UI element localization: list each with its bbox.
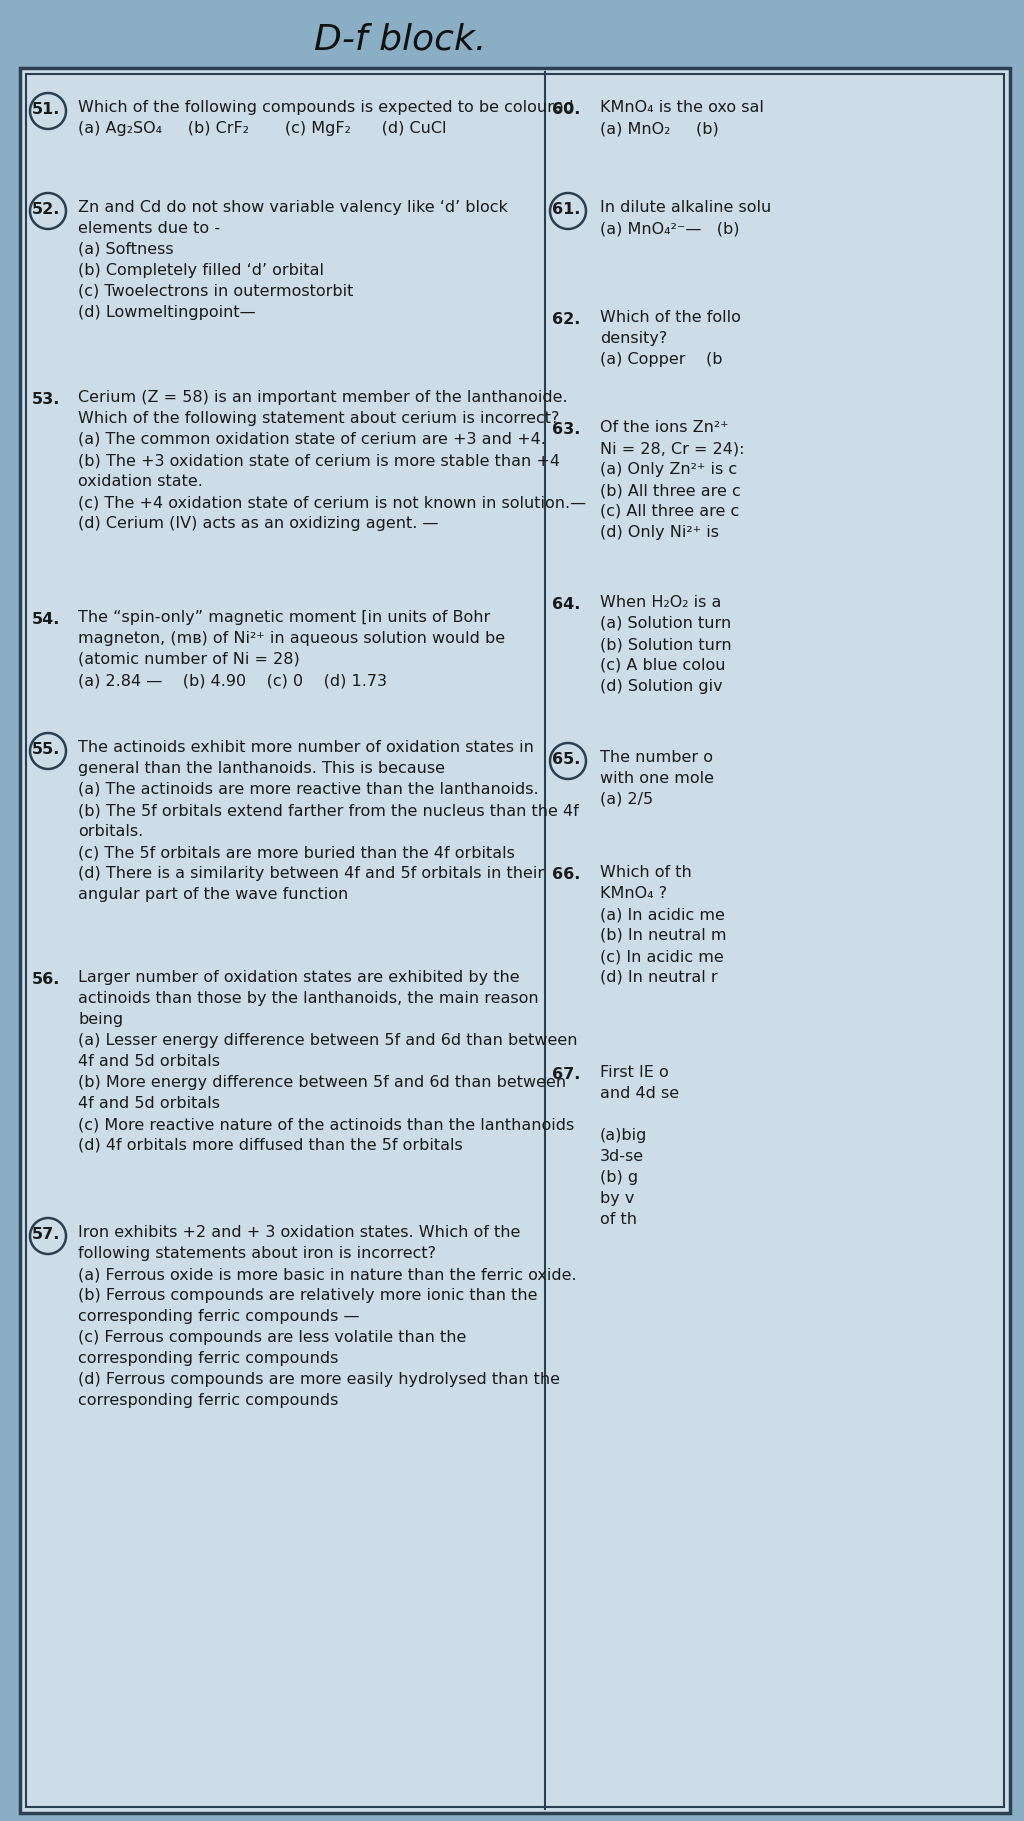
Text: (d) Solution giv: (d) Solution giv <box>600 679 723 694</box>
Text: KMnO₄ ?: KMnO₄ ? <box>600 887 667 901</box>
Text: First IE o: First IE o <box>600 1065 669 1080</box>
Text: by v: by v <box>600 1191 635 1206</box>
Text: Larger number of oxidation states are exhibited by the: Larger number of oxidation states are ex… <box>78 971 519 985</box>
Text: (b) Solution turn: (b) Solution turn <box>600 637 731 652</box>
Text: 3d-se: 3d-se <box>600 1149 644 1164</box>
Text: Zn and Cd do not show variable valency like ‘d’ block: Zn and Cd do not show variable valency l… <box>78 200 508 215</box>
Text: general than the lanthanoids. This is because: general than the lanthanoids. This is be… <box>78 761 445 776</box>
Text: Which of the following statement about cerium is incorrect?: Which of the following statement about c… <box>78 412 559 426</box>
Text: The number o: The number o <box>600 750 713 765</box>
Text: (a) In acidic me: (a) In acidic me <box>600 907 725 921</box>
Text: 65.: 65. <box>552 752 581 767</box>
Text: (a) MnO₄²⁻—   (b): (a) MnO₄²⁻— (b) <box>600 220 739 237</box>
Text: (b) Completely filled ‘d’ orbital: (b) Completely filled ‘d’ orbital <box>78 262 324 279</box>
Text: Iron exhibits +2 and + 3 oxidation states. Which of the: Iron exhibits +2 and + 3 oxidation state… <box>78 1226 520 1240</box>
Text: 56.: 56. <box>32 972 60 987</box>
Text: Of the ions Zn²⁺: Of the ions Zn²⁺ <box>600 421 729 435</box>
Text: In dilute alkaline solu: In dilute alkaline solu <box>600 200 771 215</box>
Text: (d) Lowmeltingpoint—: (d) Lowmeltingpoint— <box>78 304 256 320</box>
Text: and 4d se: and 4d se <box>600 1085 679 1102</box>
Text: (a) The actinoids are more reactive than the lanthanoids.: (a) The actinoids are more reactive than… <box>78 781 539 798</box>
Text: 4f and 5d orbitals: 4f and 5d orbitals <box>78 1054 220 1069</box>
Text: (c) Twoelectrons in outermostorbit: (c) Twoelectrons in outermostorbit <box>78 284 353 299</box>
Text: KMnO₄ is the oxo sal: KMnO₄ is the oxo sal <box>600 100 764 115</box>
Text: magneton, (mʙ) of Ni²⁺ in aqueous solution would be: magneton, (mʙ) of Ni²⁺ in aqueous soluti… <box>78 632 505 646</box>
Text: being: being <box>78 1012 123 1027</box>
Text: (d) In neutral r: (d) In neutral r <box>600 971 718 985</box>
Text: (d) Only Ni²⁺ is: (d) Only Ni²⁺ is <box>600 524 719 541</box>
Text: corresponding ferric compounds —: corresponding ferric compounds — <box>78 1309 359 1324</box>
Text: (d) Cerium (IV) acts as an oxidizing agent. —: (d) Cerium (IV) acts as an oxidizing age… <box>78 515 438 532</box>
Text: 66.: 66. <box>552 867 581 881</box>
Text: The “spin-only” magnetic moment [in units of Bohr: The “spin-only” magnetic moment [in unit… <box>78 610 490 625</box>
Text: actinoids than those by the lanthanoids, the main reason: actinoids than those by the lanthanoids,… <box>78 991 539 1005</box>
Text: Which of the following compounds is expected to be coloured: Which of the following compounds is expe… <box>78 100 573 115</box>
Text: (c) The +4 oxidation state of cerium is not known in solution.—: (c) The +4 oxidation state of cerium is … <box>78 495 586 510</box>
Text: orbitals.: orbitals. <box>78 823 143 839</box>
Text: angular part of the wave function: angular part of the wave function <box>78 887 348 901</box>
Text: (a) Lesser energy difference between 5f and 6d than between: (a) Lesser energy difference between 5f … <box>78 1033 578 1049</box>
Text: (b) All three are c: (b) All three are c <box>600 483 740 497</box>
Text: Cerium (Z = 58) is an important member of the lanthanoide.: Cerium (Z = 58) is an important member o… <box>78 390 567 404</box>
Text: (a) Ag₂SO₄     (b) CrF₂       (c) MgF₂      (d) CuCl: (a) Ag₂SO₄ (b) CrF₂ (c) MgF₂ (d) CuCl <box>78 120 446 137</box>
Text: (d) 4f orbitals more diffused than the 5f orbitals: (d) 4f orbitals more diffused than the 5… <box>78 1138 463 1153</box>
Text: 61.: 61. <box>552 202 581 217</box>
Text: Which of the follo: Which of the follo <box>600 310 741 324</box>
FancyBboxPatch shape <box>26 75 1004 1806</box>
Text: 60.: 60. <box>552 102 581 117</box>
Text: 52.: 52. <box>32 202 60 217</box>
Text: (b) g: (b) g <box>600 1171 638 1185</box>
Text: oxidation state.: oxidation state. <box>78 473 203 490</box>
Text: 64.: 64. <box>552 597 581 612</box>
Text: (d) Ferrous compounds are more easily hydrolysed than the: (d) Ferrous compounds are more easily hy… <box>78 1371 560 1388</box>
Text: density?: density? <box>600 331 668 346</box>
Text: corresponding ferric compounds: corresponding ferric compounds <box>78 1351 338 1366</box>
Text: (c) In acidic me: (c) In acidic me <box>600 949 724 963</box>
Text: (b) More energy difference between 5f and 6d than between: (b) More energy difference between 5f an… <box>78 1074 566 1091</box>
Text: (c) The 5f orbitals are more buried than the 4f orbitals: (c) The 5f orbitals are more buried than… <box>78 845 515 860</box>
Text: (b) In neutral m: (b) In neutral m <box>600 929 726 943</box>
Text: (a)big: (a)big <box>600 1127 647 1144</box>
Text: (c) More reactive nature of the actinoids than the lanthanoids: (c) More reactive nature of the actinoid… <box>78 1116 574 1133</box>
Text: (a) The common oxidation state of cerium are +3 and +4.: (a) The common oxidation state of cerium… <box>78 432 546 446</box>
Text: (a) Only Zn²⁺ is c: (a) Only Zn²⁺ is c <box>600 463 737 477</box>
Text: following statements about iron is incorrect?: following statements about iron is incor… <box>78 1246 436 1260</box>
Text: Ni = 28, Cr = 24):: Ni = 28, Cr = 24): <box>600 441 744 455</box>
Text: corresponding ferric compounds: corresponding ferric compounds <box>78 1393 338 1408</box>
Text: The actinoids exhibit more number of oxidation states in: The actinoids exhibit more number of oxi… <box>78 739 534 756</box>
Text: 62.: 62. <box>552 311 581 328</box>
Text: (b) The +3 oxidation state of cerium is more stable than +4: (b) The +3 oxidation state of cerium is … <box>78 453 560 468</box>
Text: (a) Ferrous oxide is more basic in nature than the ferric oxide.: (a) Ferrous oxide is more basic in natur… <box>78 1267 577 1282</box>
Text: (c) Ferrous compounds are less volatile than the: (c) Ferrous compounds are less volatile … <box>78 1329 466 1346</box>
Text: with one mole: with one mole <box>600 770 714 787</box>
Text: Which of th: Which of th <box>600 865 692 880</box>
Text: (a) MnO₂     (b): (a) MnO₂ (b) <box>600 120 719 137</box>
Text: (c) A blue colou: (c) A blue colou <box>600 657 725 674</box>
Text: 57.: 57. <box>32 1227 60 1242</box>
Text: When H₂O₂ is a: When H₂O₂ is a <box>600 595 721 610</box>
Text: 54.: 54. <box>32 612 60 626</box>
Text: (a) Solution turn: (a) Solution turn <box>600 615 731 632</box>
Text: 51.: 51. <box>32 102 60 117</box>
Text: (a) 2.84 —    (b) 4.90    (c) 0    (d) 1.73: (a) 2.84 — (b) 4.90 (c) 0 (d) 1.73 <box>78 674 387 688</box>
Text: (d) There is a similarity between 4f and 5f orbitals in their: (d) There is a similarity between 4f and… <box>78 867 544 881</box>
Text: (b) Ferrous compounds are relatively more ionic than the: (b) Ferrous compounds are relatively mor… <box>78 1287 538 1304</box>
Text: of th: of th <box>600 1213 637 1227</box>
Text: (a) Softness: (a) Softness <box>78 242 174 257</box>
Text: (c) All three are c: (c) All three are c <box>600 504 739 519</box>
Text: 55.: 55. <box>32 741 60 758</box>
Text: 4f and 5d orbitals: 4f and 5d orbitals <box>78 1096 220 1111</box>
Text: elements due to -: elements due to - <box>78 220 220 237</box>
Text: (atomic number of Ni = 28): (atomic number of Ni = 28) <box>78 652 300 666</box>
Text: 53.: 53. <box>32 392 60 408</box>
FancyBboxPatch shape <box>20 67 1010 1814</box>
Text: (b) The 5f orbitals extend farther from the nucleus than the 4f: (b) The 5f orbitals extend farther from … <box>78 803 579 818</box>
Text: 63.: 63. <box>552 422 581 437</box>
Text: (a) Copper    (b: (a) Copper (b <box>600 351 723 368</box>
Text: D-f block.: D-f block. <box>313 24 486 56</box>
Text: 67.: 67. <box>552 1067 581 1082</box>
Text: (a) 2/5: (a) 2/5 <box>600 792 653 807</box>
